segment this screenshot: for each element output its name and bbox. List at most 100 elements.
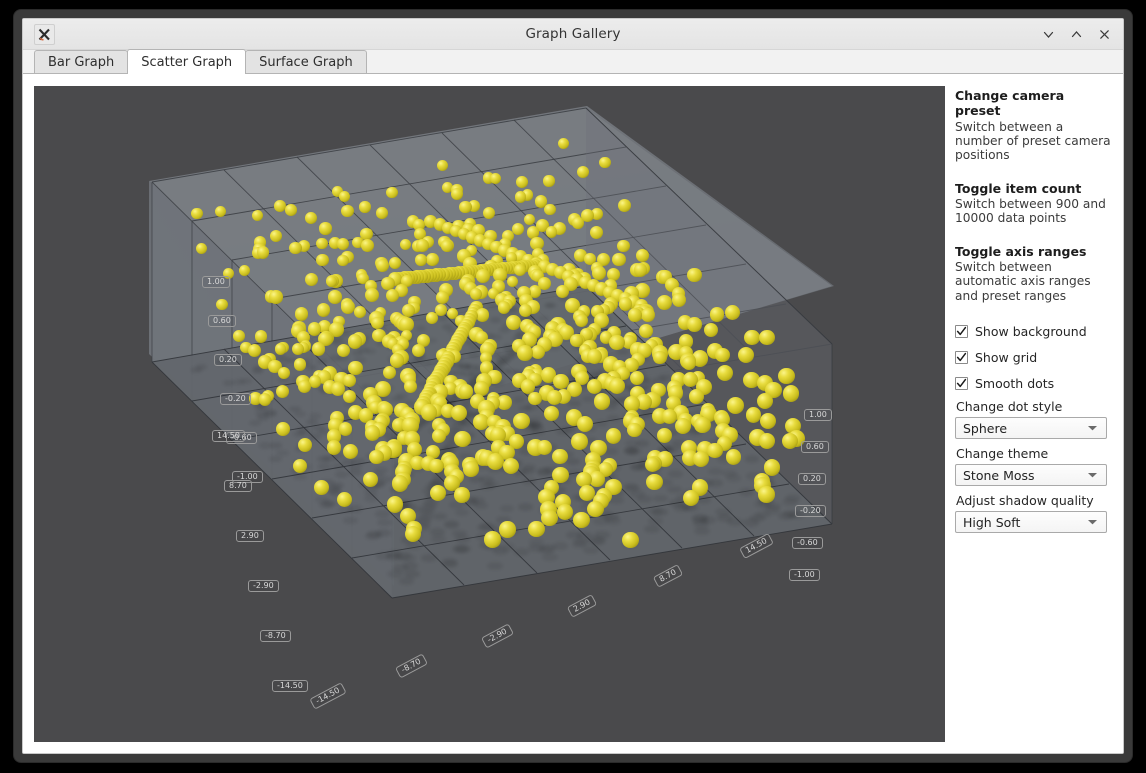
scatter-point[interactable] bbox=[683, 489, 700, 506]
scatter-point[interactable] bbox=[293, 458, 308, 473]
scatter-point[interactable] bbox=[359, 201, 371, 213]
scatter-point[interactable] bbox=[571, 433, 588, 450]
scatter-point[interactable] bbox=[538, 276, 552, 290]
scatter-point[interactable] bbox=[285, 204, 297, 217]
scatter-point[interactable] bbox=[573, 511, 590, 529]
scatter-point[interactable] bbox=[689, 389, 704, 404]
scatter-point[interactable] bbox=[375, 381, 391, 397]
select-theme[interactable]: Stone Moss bbox=[955, 464, 1107, 487]
scatter-point[interactable] bbox=[343, 373, 356, 387]
scatter-point[interactable] bbox=[575, 313, 589, 327]
scatter-point[interactable] bbox=[599, 156, 612, 169]
scatter-point[interactable] bbox=[454, 431, 471, 448]
scatter-point[interactable] bbox=[725, 304, 741, 321]
scatter-point[interactable] bbox=[629, 370, 644, 385]
scatter-point[interactable] bbox=[326, 440, 342, 455]
scatter-point[interactable] bbox=[348, 360, 363, 375]
scatter-point[interactable] bbox=[454, 487, 470, 503]
scatter-point[interactable] bbox=[316, 303, 331, 318]
scatter-point[interactable] bbox=[249, 392, 262, 405]
scatter-point[interactable] bbox=[593, 393, 611, 410]
scatter-point[interactable] bbox=[215, 205, 227, 218]
scatter-point[interactable] bbox=[644, 456, 661, 473]
scatter-point[interactable] bbox=[541, 509, 559, 527]
scatter-point[interactable] bbox=[506, 315, 521, 331]
scatter-point[interactable] bbox=[569, 334, 583, 348]
scatter-point[interactable] bbox=[341, 204, 354, 217]
scatter-point[interactable] bbox=[437, 159, 449, 171]
scatter-point[interactable] bbox=[758, 486, 775, 503]
scatter-point[interactable] bbox=[410, 456, 425, 471]
scatter-point[interactable] bbox=[402, 417, 419, 434]
scatter-point[interactable] bbox=[633, 263, 647, 277]
scatter-point[interactable] bbox=[661, 408, 677, 424]
scatter-point[interactable] bbox=[239, 341, 252, 354]
scatter-point[interactable] bbox=[248, 344, 262, 358]
tab-surface-graph[interactable]: Surface Graph bbox=[245, 50, 367, 73]
checkmark-icon[interactable] bbox=[955, 324, 968, 338]
scatter-point[interactable] bbox=[343, 444, 359, 460]
scatter-point[interactable] bbox=[331, 382, 346, 397]
scatter-point[interactable] bbox=[458, 384, 474, 399]
scatter-point[interactable] bbox=[293, 358, 307, 371]
scatter-point[interactable] bbox=[552, 466, 569, 484]
scatter-point[interactable] bbox=[692, 450, 710, 468]
scatter-point[interactable] bbox=[305, 211, 318, 224]
scatter-point[interactable] bbox=[531, 344, 546, 359]
scatter-point[interactable] bbox=[574, 371, 589, 386]
scatter-point[interactable] bbox=[365, 279, 377, 292]
scatter-point[interactable] bbox=[443, 475, 460, 492]
scatter-point[interactable] bbox=[597, 252, 611, 266]
scatter-point[interactable] bbox=[400, 238, 412, 251]
scatter-point[interactable] bbox=[451, 404, 468, 421]
scatter-point[interactable] bbox=[361, 238, 375, 252]
scatter-point[interactable] bbox=[553, 373, 569, 390]
scatter-point[interactable] bbox=[425, 312, 438, 324]
scatter-point[interactable] bbox=[385, 288, 400, 303]
scatter-point[interactable] bbox=[274, 199, 286, 212]
scatter-point[interactable] bbox=[386, 496, 404, 513]
scatter-point[interactable] bbox=[232, 330, 245, 343]
scatter-point[interactable] bbox=[401, 275, 413, 287]
tab-scatter-graph[interactable]: Scatter Graph bbox=[127, 49, 247, 74]
scatter-point[interactable] bbox=[617, 199, 631, 213]
scatter-point[interactable] bbox=[635, 283, 650, 299]
scatter-point[interactable] bbox=[744, 329, 760, 345]
scatter-point[interactable] bbox=[329, 322, 344, 337]
scatter-point[interactable] bbox=[326, 429, 342, 444]
scatter-point[interactable] bbox=[441, 181, 453, 194]
scatter-point[interactable] bbox=[337, 254, 350, 267]
scatter-point[interactable] bbox=[528, 520, 545, 538]
scatter-point[interactable] bbox=[450, 187, 463, 201]
scatter-point[interactable] bbox=[435, 291, 449, 304]
scatter-point[interactable] bbox=[606, 267, 621, 281]
scatter-point[interactable] bbox=[314, 480, 329, 495]
scatter-point[interactable] bbox=[363, 471, 379, 487]
scatter-point[interactable] bbox=[413, 219, 426, 232]
scatter-point[interactable] bbox=[497, 395, 512, 410]
scatter-point[interactable] bbox=[691, 350, 709, 367]
scatter-point[interactable] bbox=[777, 367, 795, 385]
scatter-point[interactable] bbox=[479, 351, 493, 365]
scatter-point[interactable] bbox=[528, 391, 542, 406]
scatter-point[interactable] bbox=[535, 195, 548, 208]
select-dot-style[interactable]: Sphere bbox=[955, 417, 1107, 440]
scatter-point[interactable] bbox=[382, 365, 396, 379]
scatter-point[interactable] bbox=[576, 415, 594, 433]
scatter-point[interactable] bbox=[251, 209, 264, 222]
scatter-point[interactable] bbox=[459, 200, 472, 214]
scatter-point[interactable] bbox=[725, 448, 742, 465]
scatter-point[interactable] bbox=[358, 408, 374, 423]
checkbox-smooth-dots[interactable]: Smooth dots bbox=[955, 373, 1123, 393]
scatter-point[interactable] bbox=[745, 407, 762, 423]
scatter-point[interactable] bbox=[414, 228, 427, 241]
scatter-point[interactable] bbox=[441, 404, 455, 418]
scatter-point[interactable] bbox=[709, 307, 725, 322]
scatter-point[interactable] bbox=[584, 252, 597, 265]
scatter-point[interactable] bbox=[499, 521, 516, 538]
scatter-point[interactable] bbox=[543, 405, 559, 421]
scatter-point[interactable] bbox=[545, 226, 557, 238]
scatter-point[interactable] bbox=[521, 189, 534, 201]
scatter-point[interactable] bbox=[425, 444, 441, 459]
scatter-point[interactable] bbox=[347, 405, 363, 421]
